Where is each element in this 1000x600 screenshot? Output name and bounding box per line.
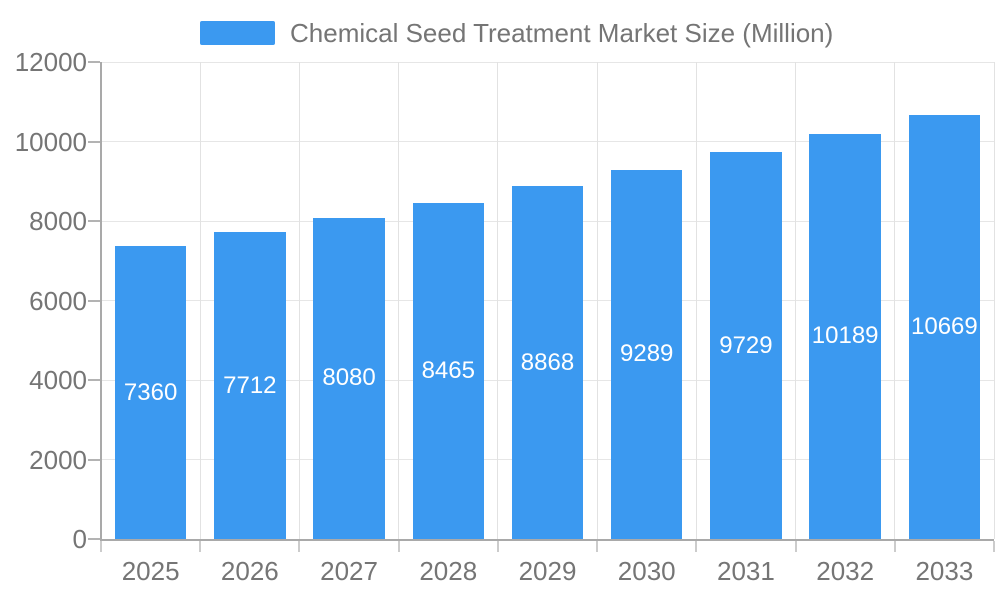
x-axis-tick — [596, 541, 599, 552]
x-tick-label: 2026 — [220, 556, 279, 586]
x-tick-label: 2033 — [915, 556, 974, 586]
x-axis-tick — [794, 541, 797, 552]
x-tick-label: 2029 — [518, 556, 577, 586]
x-tick-label: 2028 — [419, 556, 478, 586]
bar-value-label: 10189 — [811, 322, 879, 350]
bar[interactable]: 8465 — [412, 202, 484, 539]
x-tick-label: 2025 — [121, 556, 180, 586]
x-axis-tick — [695, 541, 698, 552]
bar[interactable]: 10669 — [908, 114, 981, 539]
h-gridline — [101, 141, 994, 142]
x-tick-label: 2032 — [816, 556, 875, 586]
bar[interactable]: 8868 — [511, 186, 584, 539]
bar-value-label: 7360 — [123, 378, 178, 406]
y-axis-tick — [88, 140, 100, 143]
x-axis-tick — [298, 541, 301, 552]
x-axis-tick — [100, 541, 102, 552]
bar[interactable]: 8080 — [313, 217, 385, 539]
bar[interactable]: 9729 — [710, 152, 782, 539]
v-gridline — [695, 62, 697, 539]
v-gridline — [298, 62, 300, 539]
y-axis-tick — [88, 538, 100, 540]
bar-value-label: 8080 — [322, 364, 376, 392]
bar[interactable]: 9289 — [611, 169, 683, 539]
y-tick-label: 10000 — [14, 126, 87, 157]
y-tick-label: 6000 — [29, 285, 87, 316]
x-axis-line — [100, 539, 994, 541]
v-gridline — [199, 62, 201, 539]
y-tick-label: 12000 — [14, 47, 87, 77]
bar-value-label: 8868 — [520, 348, 575, 376]
x-axis-tick — [496, 541, 499, 552]
y-axis-tick — [88, 220, 100, 222]
y-axis-line — [100, 62, 102, 541]
bar-value-label: 8465 — [421, 356, 475, 384]
bar-value-label: 10669 — [911, 312, 978, 340]
y-tick-label: 4000 — [29, 365, 87, 395]
x-axis-tick — [199, 541, 202, 552]
legend-swatch — [200, 21, 275, 45]
x-axis-tick — [893, 541, 896, 552]
v-gridline — [795, 62, 797, 539]
v-gridline — [993, 62, 995, 539]
legend-label: Chemical Seed Treatment Market Size (Mil… — [290, 17, 834, 48]
y-axis-tick — [88, 61, 100, 63]
y-tick-label: 0 — [72, 524, 87, 554]
v-gridline — [398, 62, 400, 539]
bar-value-label: 9729 — [719, 331, 773, 359]
bar-value-label: 7712 — [223, 371, 277, 399]
bar[interactable]: 7712 — [214, 232, 286, 539]
y-axis-tick — [88, 299, 100, 302]
y-axis-tick — [88, 379, 100, 381]
legend[interactable]: Chemical Seed Treatment Market Size (Mil… — [200, 18, 833, 48]
x-axis-tick — [397, 541, 400, 552]
x-axis-tick — [993, 541, 995, 552]
h-gridline — [101, 61, 994, 63]
x-tick-label: 2030 — [617, 556, 676, 586]
y-tick-label: 8000 — [29, 206, 87, 236]
bar[interactable]: 10189 — [809, 133, 881, 539]
v-gridline — [497, 62, 499, 539]
v-gridline — [894, 62, 896, 539]
x-tick-label: 2027 — [320, 556, 378, 586]
y-tick-label: 2000 — [29, 444, 87, 475]
y-axis-tick — [88, 458, 100, 461]
bar[interactable]: 7360 — [114, 246, 187, 539]
v-gridline — [596, 62, 598, 539]
x-tick-label: 2031 — [717, 556, 775, 586]
bar-value-label: 9289 — [620, 340, 674, 368]
